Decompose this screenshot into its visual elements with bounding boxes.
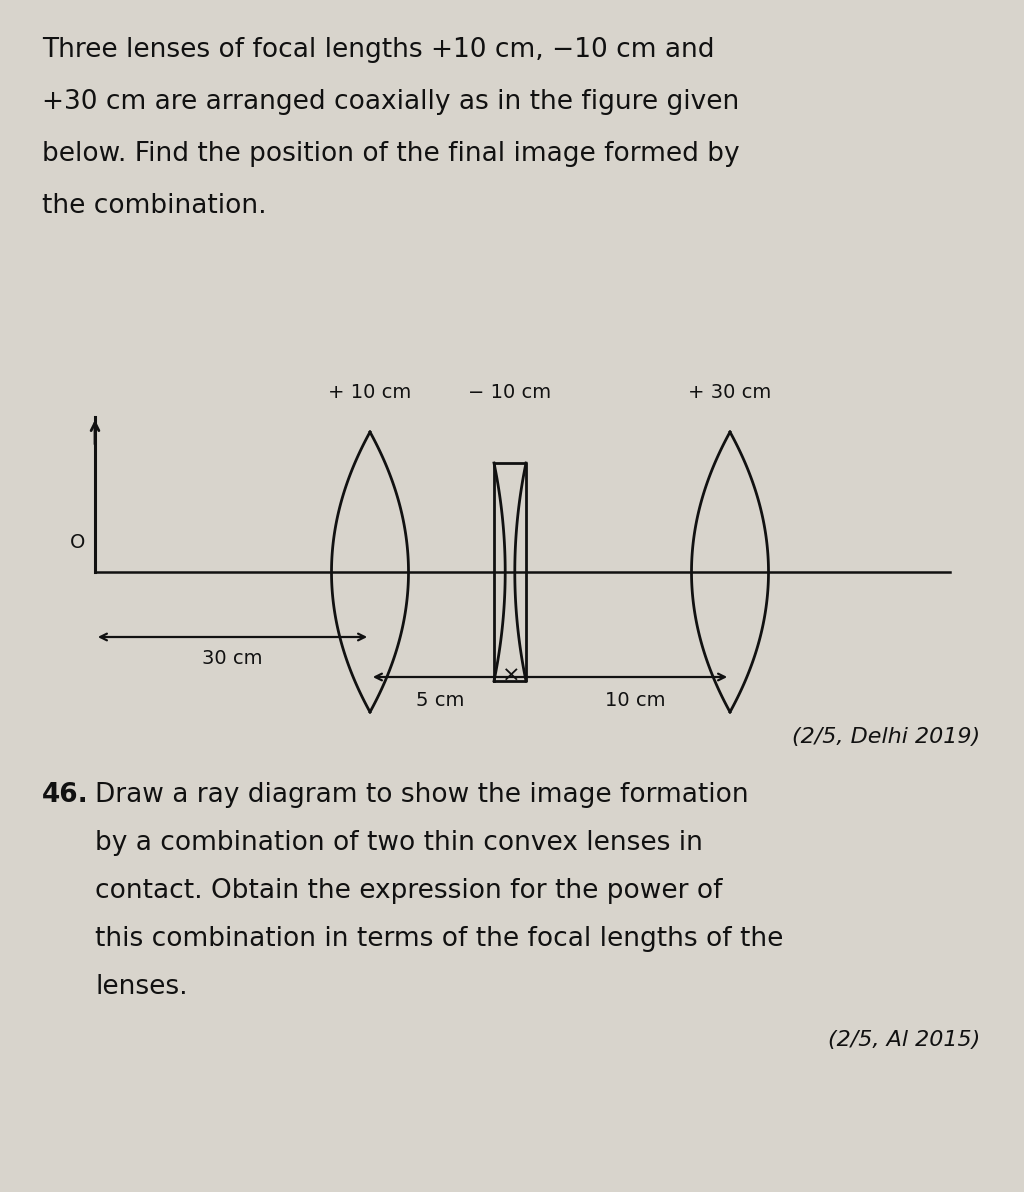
Text: by a combination of two thin convex lenses in: by a combination of two thin convex lens… [95, 830, 702, 856]
Text: below. Find the position of the final image formed by: below. Find the position of the final im… [42, 141, 739, 167]
Text: the combination.: the combination. [42, 193, 266, 219]
Text: +30 cm are arranged coaxially as in the figure given: +30 cm are arranged coaxially as in the … [42, 89, 739, 114]
Text: lenses.: lenses. [95, 974, 187, 1000]
Text: 30 cm: 30 cm [203, 648, 263, 668]
Text: 10 cm: 10 cm [605, 691, 666, 710]
Text: O: O [70, 533, 85, 552]
Text: Draw a ray diagram to show the image formation: Draw a ray diagram to show the image for… [95, 782, 749, 808]
Text: 46.: 46. [42, 782, 89, 808]
Text: Three lenses of focal lengths +10 cm, −10 cm and: Three lenses of focal lengths +10 cm, −1… [42, 37, 715, 63]
Text: $\times$: $\times$ [501, 665, 519, 685]
Text: − 10 cm: − 10 cm [468, 383, 552, 402]
Text: + 30 cm: + 30 cm [688, 383, 772, 402]
Text: 5 cm: 5 cm [416, 691, 464, 710]
Text: + 10 cm: + 10 cm [329, 383, 412, 402]
Text: (2/5, Al 2015): (2/5, Al 2015) [827, 1030, 980, 1050]
Text: (2/5, Delhi 2019): (2/5, Delhi 2019) [792, 727, 980, 747]
Text: contact. Obtain the expression for the power of: contact. Obtain the expression for the p… [95, 879, 723, 904]
Text: this combination in terms of the focal lengths of the: this combination in terms of the focal l… [95, 926, 783, 952]
